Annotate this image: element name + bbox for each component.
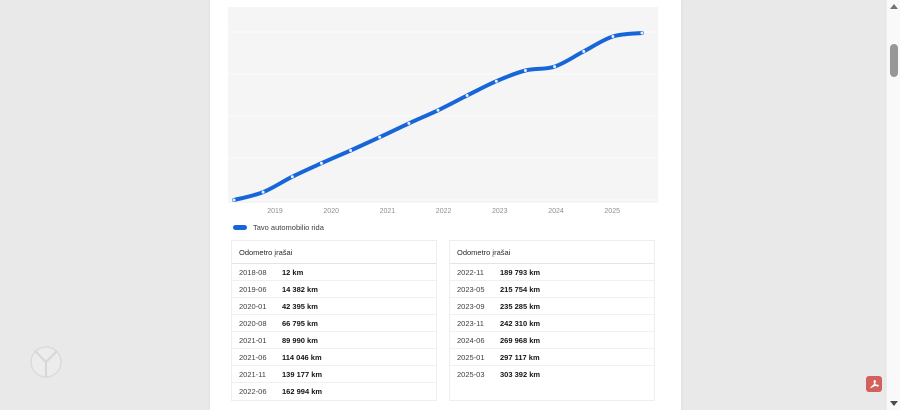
row-date: 2020-08 [239, 318, 267, 328]
row-date: 2022-06 [239, 387, 267, 396]
brand-watermark-logo [30, 346, 62, 378]
row-date: 2023-09 [457, 301, 485, 311]
odometer-table-right: Odometro įrašai 2022-11 189 793 km 2023-05… [449, 240, 655, 401]
page-scrollbar[interactable] [886, 0, 900, 410]
row-date: 2023-11 [457, 318, 484, 328]
row-date: 2021-11 [239, 369, 266, 379]
table-body: 2022-11 189 793 km 2023-05 215 754 km 2023-0… [450, 264, 654, 383]
x-tick-label: 2020 [323, 208, 339, 215]
data-point-marker [319, 161, 323, 165]
row-odometer-value: 14 382 km [282, 284, 318, 294]
row-date: 2025-03 [457, 370, 485, 379]
mileage-chart-block: 2019 2020 2021 2022 2023 2024 2025 Tavo automo… [228, 7, 658, 232]
x-tick-label: 2023 [492, 208, 508, 215]
row-odometer-value: 89 990 km [282, 335, 318, 345]
scroll-up-arrow-icon[interactable] [890, 4, 898, 9]
row-odometer-value: 297 117 km [500, 352, 540, 362]
row-date: 2020-01 [239, 301, 267, 311]
row-date: 2021-06 [239, 352, 267, 362]
data-point-marker [553, 65, 557, 69]
table-row: 2021-01 89 990 km [232, 332, 436, 349]
content-card: 2019 2020 2021 2022 2023 2024 2025 Tavo automo… [210, 0, 681, 410]
data-point-marker [523, 69, 527, 72]
scrollbar-thumb[interactable] [890, 44, 898, 77]
table-row: 2025-01 297 117 km [450, 349, 654, 366]
row-odometer-value: 215 754 km [500, 284, 541, 294]
data-point-marker [465, 94, 469, 97]
table-row: 2023-05 215 754 km [450, 281, 654, 298]
scroll-down-arrow-icon[interactable] [890, 401, 898, 406]
row-odometer-value: 162 994 km [282, 387, 323, 396]
data-point-marker [261, 190, 265, 194]
table-row: 2022-11 189 793 km [450, 264, 654, 281]
table-row: 2018-08 12 km [232, 264, 436, 281]
odometer-tables: Odometro įrašai 2018-08 12 km 2019-06 14 38… [231, 240, 655, 401]
legend-color-swatch [233, 224, 247, 230]
table-row: 2022-06 162 994 km [232, 383, 436, 400]
row-date: 2025-01 [457, 352, 485, 362]
mileage-line-chart: 2019 2020 2021 2022 2023 2024 2025 [228, 7, 658, 215]
x-tick-label: 2024 [548, 208, 564, 215]
table-row: 2025-03 303 392 km [450, 366, 654, 383]
row-odometer-value: 189 793 km [500, 267, 541, 277]
table-row: 2021-11 139 177 km [232, 366, 436, 383]
row-date: 2024-06 [457, 335, 485, 345]
pdf-download-button[interactable] [866, 376, 882, 392]
table-header: Odometro įrašai [450, 241, 654, 264]
legend-label: Tavo automobilio rida [253, 222, 324, 232]
row-odometer-value: 139 177 km [282, 369, 323, 379]
row-odometer-value: 242 310 km [500, 318, 541, 328]
table-header: Odometro įrašai [232, 241, 436, 264]
data-point-marker [378, 135, 382, 139]
data-point-marker [640, 31, 644, 35]
row-odometer-value: 66 795 km [282, 318, 318, 328]
row-date: 2023-05 [457, 284, 485, 294]
row-odometer-value: 12 km [282, 267, 304, 277]
table-row: 2020-08 66 795 km [232, 315, 436, 332]
x-tick-label: 2021 [380, 208, 396, 215]
row-date: 2022-11 [457, 267, 484, 277]
table-body: 2018-08 12 km 2019-06 14 382 km 2020-01 42 39… [232, 264, 436, 400]
x-tick-label: 2019 [267, 208, 283, 215]
row-odometer-value: 42 395 km [282, 301, 318, 311]
data-point-marker [349, 149, 353, 152]
table-row: 2021-06 114 046 km [232, 349, 436, 366]
table-row: 2020-01 42 395 km [232, 298, 436, 315]
data-point-marker [494, 79, 498, 83]
data-point-marker [232, 198, 236, 202]
row-odometer-value: 114 046 km [282, 352, 322, 362]
data-point-marker [582, 49, 586, 53]
row-odometer-value: 269 968 km [500, 335, 541, 345]
row-date: 2021-01 [239, 335, 267, 345]
data-point-marker [611, 35, 615, 38]
x-tick-label: 2025 [604, 208, 620, 215]
table-row: 2024-06 269 968 km [450, 332, 654, 349]
row-date: 2018-08 [239, 267, 267, 277]
data-point-marker [436, 108, 440, 112]
chart-legend: Tavo automobilio rida [228, 222, 658, 232]
odometer-table-left: Odometro įrašai 2018-08 12 km 2019-06 14 38… [231, 240, 437, 401]
data-point-marker [407, 121, 411, 125]
table-row: 2023-09 235 285 km [450, 298, 654, 315]
x-tick-label: 2022 [436, 208, 452, 215]
data-point-marker [290, 175, 294, 179]
pdf-icon [870, 380, 879, 389]
row-odometer-value: 235 285 km [500, 301, 541, 311]
row-date: 2019-06 [239, 284, 267, 294]
row-odometer-value: 303 392 km [500, 370, 541, 379]
plot-area [228, 7, 658, 203]
table-row: 2023-11 242 310 km [450, 315, 654, 332]
table-row: 2019-06 14 382 km [232, 281, 436, 298]
